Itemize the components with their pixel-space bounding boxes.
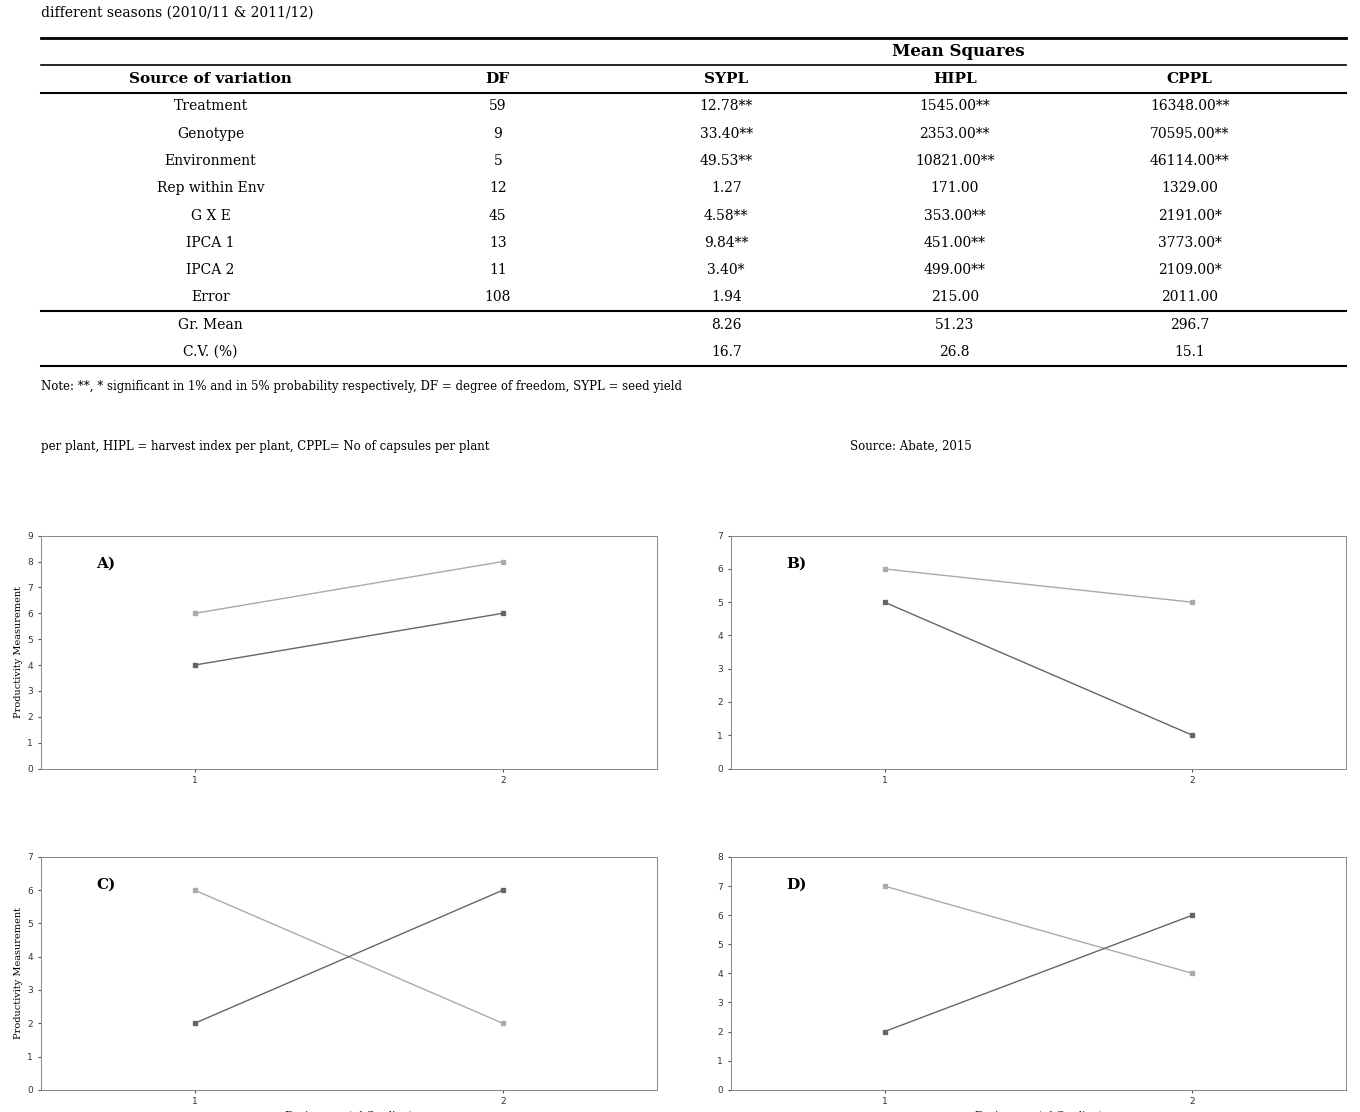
Text: D): D) xyxy=(786,877,806,892)
Text: 2353.00**: 2353.00** xyxy=(919,127,990,140)
Text: different seasons (2010/11 & 2011/12): different seasons (2010/11 & 2011/12) xyxy=(41,6,313,20)
Text: 46114.00**: 46114.00** xyxy=(1149,153,1229,168)
Text: 12: 12 xyxy=(490,181,506,196)
Text: 12.78**: 12.78** xyxy=(699,99,753,113)
Text: SYPL: SYPL xyxy=(704,72,748,86)
Text: 70595.00**: 70595.00** xyxy=(1151,127,1229,140)
Text: DF: DF xyxy=(486,72,510,86)
Text: 4.58**: 4.58** xyxy=(704,209,748,222)
Text: 45: 45 xyxy=(490,209,506,222)
Text: 33.40**: 33.40** xyxy=(699,127,753,140)
Text: HIPL: HIPL xyxy=(933,72,976,86)
Text: 2109.00*: 2109.00* xyxy=(1157,264,1221,277)
Text: Environment: Environment xyxy=(165,153,256,168)
Y-axis label: Productivity Measurement: Productivity Measurement xyxy=(14,907,23,1040)
Text: Treatment: Treatment xyxy=(174,99,248,113)
Text: Source of variation: Source of variation xyxy=(129,72,292,86)
Text: C.V. (%): C.V. (%) xyxy=(184,345,238,359)
Text: B): B) xyxy=(786,557,806,570)
Text: 51.23: 51.23 xyxy=(936,318,974,331)
Text: CPPL: CPPL xyxy=(1167,72,1213,86)
Text: 1.27: 1.27 xyxy=(711,181,741,196)
X-axis label: Environmental Gradient: Environmental Gradient xyxy=(286,1111,412,1112)
Text: Gr. Mean: Gr. Mean xyxy=(178,318,243,331)
Text: 296.7: 296.7 xyxy=(1170,318,1209,331)
Text: 16348.00**: 16348.00** xyxy=(1151,99,1229,113)
Text: 5: 5 xyxy=(494,153,502,168)
Text: 1545.00**: 1545.00** xyxy=(919,99,990,113)
Text: 3.40*: 3.40* xyxy=(707,264,745,277)
Text: C): C) xyxy=(97,877,116,892)
Text: Rep within Env: Rep within Env xyxy=(156,181,264,196)
Text: 171.00: 171.00 xyxy=(930,181,979,196)
Text: 16.7: 16.7 xyxy=(711,345,741,359)
Text: Mean Squares: Mean Squares xyxy=(892,43,1024,60)
Text: 451.00**: 451.00** xyxy=(923,236,986,250)
Text: IPCA 2: IPCA 2 xyxy=(186,264,235,277)
Text: Note: **, * significant in 1% and in 5% probability respectively, DF = degree of: Note: **, * significant in 1% and in 5% … xyxy=(41,379,681,393)
Text: 1.94: 1.94 xyxy=(711,290,741,305)
Text: 2191.00*: 2191.00* xyxy=(1157,209,1221,222)
Text: 9.84**: 9.84** xyxy=(704,236,748,250)
Text: 3773.00*: 3773.00* xyxy=(1157,236,1221,250)
Text: 1329.00: 1329.00 xyxy=(1161,181,1219,196)
Text: 13: 13 xyxy=(490,236,506,250)
Text: 59: 59 xyxy=(490,99,506,113)
Text: 2011.00: 2011.00 xyxy=(1161,290,1219,305)
Text: 499.00**: 499.00** xyxy=(923,264,986,277)
X-axis label: Environmental Gradient: Environmental Gradient xyxy=(975,1111,1102,1112)
Text: 353.00**: 353.00** xyxy=(923,209,986,222)
Text: Source: Abate, 2015: Source: Abate, 2015 xyxy=(850,439,972,453)
Text: 49.53**: 49.53** xyxy=(699,153,753,168)
Text: per plant, HIPL = harvest index per plant, CPPL= No of capsules per plant: per plant, HIPL = harvest index per plan… xyxy=(41,439,490,453)
Text: 15.1: 15.1 xyxy=(1174,345,1205,359)
Text: 215.00: 215.00 xyxy=(930,290,979,305)
Text: Error: Error xyxy=(192,290,230,305)
Text: Genotype: Genotype xyxy=(177,127,245,140)
Text: 8.26: 8.26 xyxy=(711,318,741,331)
Text: 11: 11 xyxy=(488,264,507,277)
Text: 108: 108 xyxy=(484,290,511,305)
Text: G X E: G X E xyxy=(190,209,230,222)
Text: IPCA 1: IPCA 1 xyxy=(186,236,235,250)
Text: 10821.00**: 10821.00** xyxy=(915,153,994,168)
Text: 26.8: 26.8 xyxy=(940,345,970,359)
Text: 9: 9 xyxy=(494,127,502,140)
Text: A): A) xyxy=(97,557,116,570)
Y-axis label: Productivity Measurement: Productivity Measurement xyxy=(14,586,23,718)
